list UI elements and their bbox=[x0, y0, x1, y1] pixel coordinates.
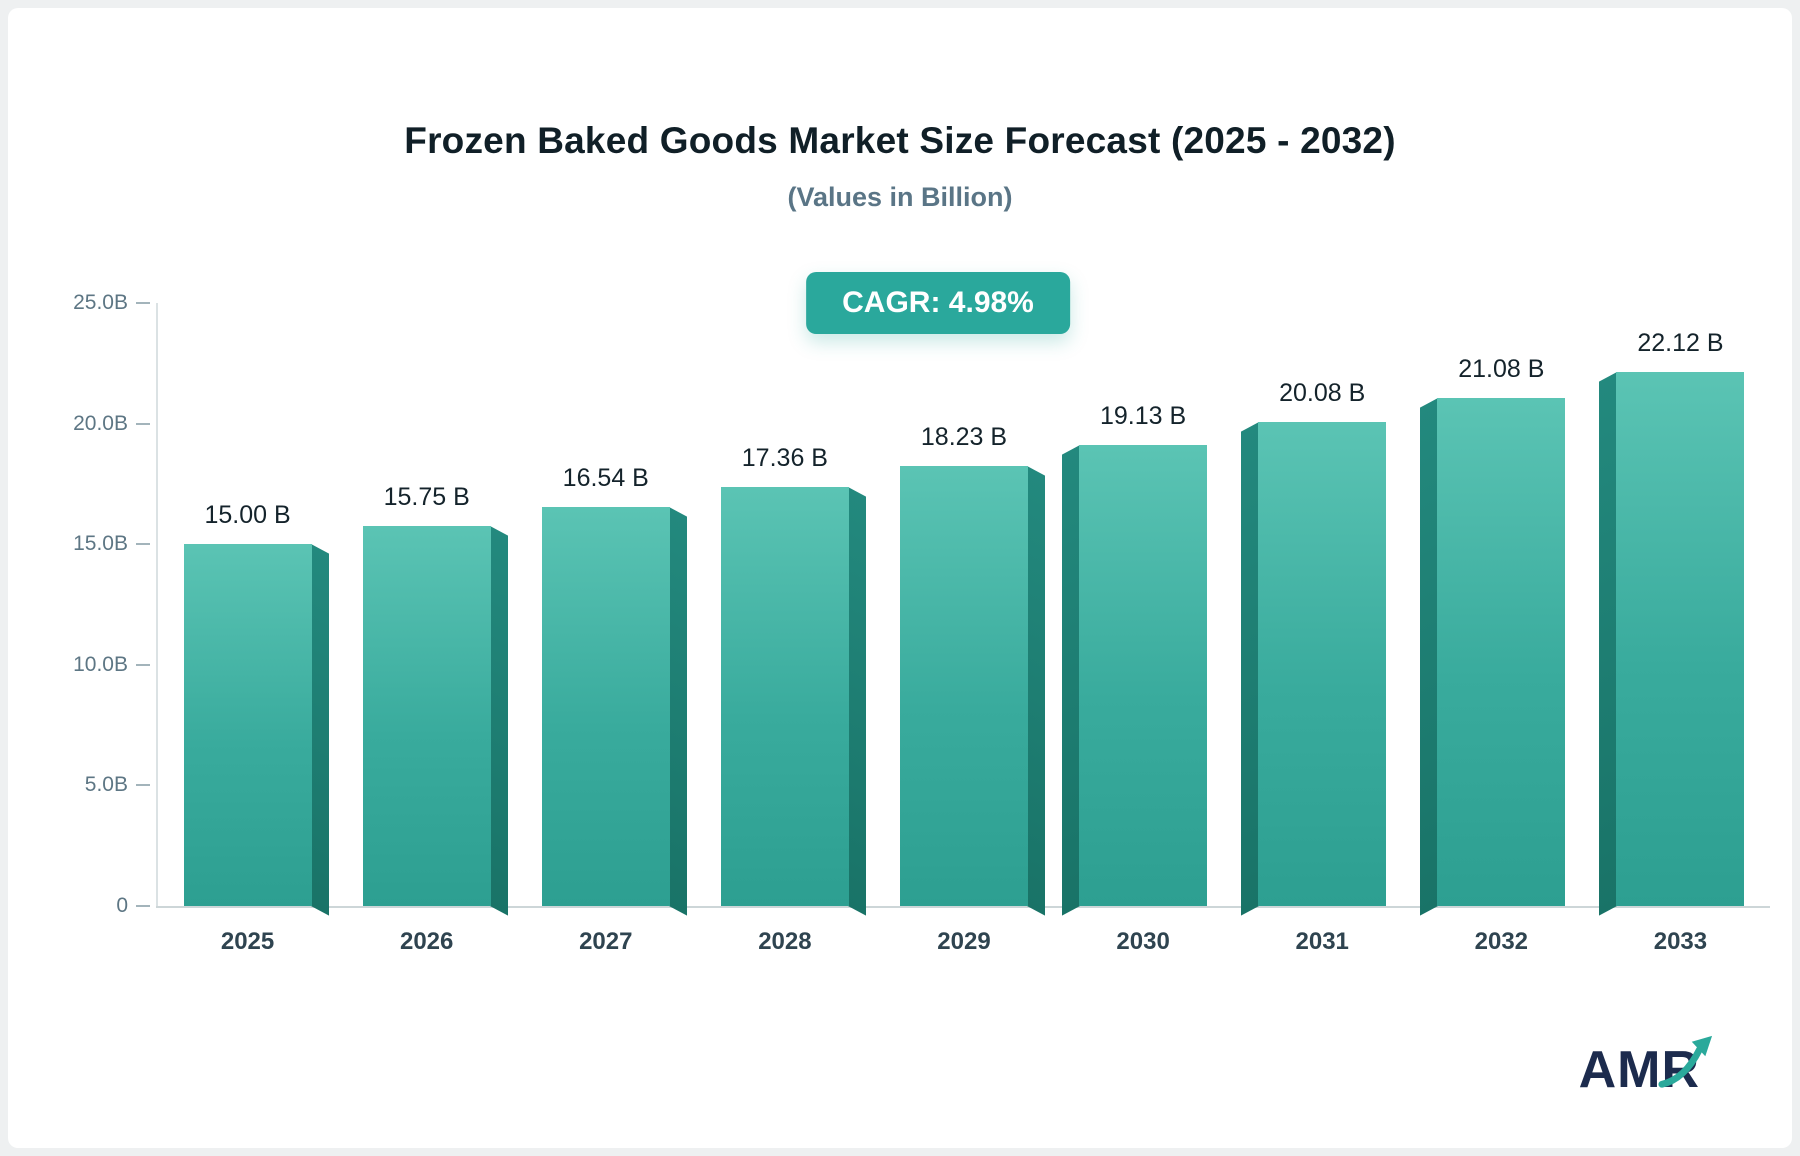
bar-slot: 18.23 B bbox=[874, 303, 1053, 916]
bar-slot: 21.08 B bbox=[1412, 303, 1591, 916]
bar-2028[interactable]: 17.36 B bbox=[720, 444, 866, 916]
bar-2027[interactable]: 16.54 B bbox=[541, 464, 687, 916]
bar-slot: 22.12 B bbox=[1591, 303, 1770, 916]
bar-value-label: 19.13 B bbox=[1100, 401, 1187, 430]
x-axis-label-2028: 2028 bbox=[758, 928, 812, 955]
y-tick-mark bbox=[136, 543, 150, 546]
y-tick-label: 25.0B bbox=[73, 291, 128, 314]
bar-slot: 17.36 B bbox=[695, 303, 874, 916]
y-tick-mark bbox=[136, 905, 150, 907]
bar-side-face bbox=[1420, 397, 1439, 916]
amr-logo-text: AMR bbox=[1578, 1041, 1700, 1099]
bar-front-face bbox=[1616, 372, 1745, 906]
y-tick-mark bbox=[136, 422, 150, 425]
bar-value-label: 15.75 B bbox=[383, 483, 470, 512]
bar-front-face bbox=[362, 526, 491, 906]
x-axis-label-2031: 2031 bbox=[1295, 928, 1349, 955]
bar-slot: 15.75 B bbox=[337, 303, 516, 916]
cagr-badge: CAGR: 4.98% bbox=[806, 272, 1070, 334]
x-axis-label-2027: 2027 bbox=[579, 928, 633, 955]
bar-slot: 19.13 B bbox=[1054, 303, 1233, 916]
bar-side-face bbox=[310, 544, 329, 916]
bar-value-label: 16.54 B bbox=[562, 464, 649, 493]
y-tick-label: 0 bbox=[116, 894, 128, 917]
bar-value-label: 18.23 B bbox=[920, 423, 1008, 452]
x-axis-label-2030: 2030 bbox=[1116, 928, 1170, 955]
bar-side-face bbox=[668, 507, 687, 916]
bar-2026[interactable]: 15.75 B bbox=[362, 483, 508, 916]
bar-2025[interactable]: 15.00 B bbox=[183, 501, 329, 916]
bar-2033[interactable]: 22.12 B bbox=[1599, 329, 1745, 916]
bar-value-label: 17.36 B bbox=[741, 444, 828, 473]
y-tick-label: 15.0B bbox=[73, 532, 128, 556]
bar-value-label: 20.08 B bbox=[1279, 378, 1366, 407]
bar-side-face bbox=[1026, 466, 1045, 916]
bar-side-face bbox=[1241, 421, 1260, 916]
x-axis-label-2026: 2026 bbox=[399, 928, 454, 955]
y-axis-line bbox=[156, 303, 158, 906]
y-tick-mark bbox=[136, 302, 150, 304]
bar-front-face bbox=[183, 544, 312, 906]
x-axis-line bbox=[156, 906, 1770, 908]
bar-value-label: 15.00 B bbox=[204, 501, 291, 530]
bars-container: 15.00 B 15.75 B 16.54 B 17.36 B 18.23 B 19.13… bbox=[158, 303, 1770, 916]
bar-side-face bbox=[1599, 372, 1618, 916]
bar-2030[interactable]: 19.13 B bbox=[1062, 402, 1208, 916]
chart-title: Frozen Baked Goods Market Size Forecast … bbox=[404, 120, 1396, 161]
bar-slot: 16.54 B bbox=[516, 303, 695, 916]
bar-front-face bbox=[541, 507, 670, 906]
bar-side-face bbox=[1062, 444, 1081, 916]
x-axis-labels: 2025 2026 2027 2028 2029 2030 2031 2032 2033 bbox=[158, 928, 1770, 956]
bar-slot: 15.00 B bbox=[158, 303, 337, 916]
x-axis-label-2033: 2033 bbox=[1653, 928, 1708, 955]
y-tick-label: 5.0B bbox=[84, 773, 128, 797]
bar-side-face bbox=[847, 487, 866, 916]
bar-front-face bbox=[899, 466, 1028, 906]
x-axis-label-2025: 2025 bbox=[220, 928, 275, 955]
chart-subtitle: (Values in Billion) bbox=[787, 182, 1013, 212]
chart-card: Frozen Baked Goods Market Size Forecast … bbox=[8, 8, 1792, 1148]
bar-2029[interactable]: 18.23 B bbox=[899, 423, 1045, 916]
bar-2031[interactable]: 20.08 B bbox=[1241, 379, 1387, 916]
bar-side-face bbox=[489, 526, 508, 916]
growth-arrow-icon bbox=[1658, 1035, 1713, 1088]
bar-2032[interactable]: 21.08 B bbox=[1420, 355, 1566, 916]
y-tick-label: 20.0B bbox=[73, 411, 128, 435]
y-tick-mark bbox=[136, 663, 150, 666]
bar-front-face bbox=[1258, 421, 1387, 906]
bar-front-face bbox=[1079, 444, 1208, 906]
bar-front-face bbox=[1437, 397, 1566, 906]
x-axis-label-2029: 2029 bbox=[937, 928, 991, 955]
bar-front-face bbox=[720, 487, 849, 906]
y-tick-label: 10.0B bbox=[73, 652, 128, 676]
plot-area: 15.00 B 15.75 B 16.54 B 17.36 B 18.23 B 19.13… bbox=[73, 291, 1770, 917]
bar-value-label: 21.08 B bbox=[1458, 354, 1545, 383]
amr-logo: AMR bbox=[1578, 1035, 1713, 1100]
bar-slot: 20.08 B bbox=[1233, 303, 1412, 916]
y-tick-mark bbox=[136, 784, 150, 787]
bar-value-label: 22.12 B bbox=[1637, 329, 1724, 358]
x-axis-label-2032: 2032 bbox=[1474, 928, 1529, 955]
